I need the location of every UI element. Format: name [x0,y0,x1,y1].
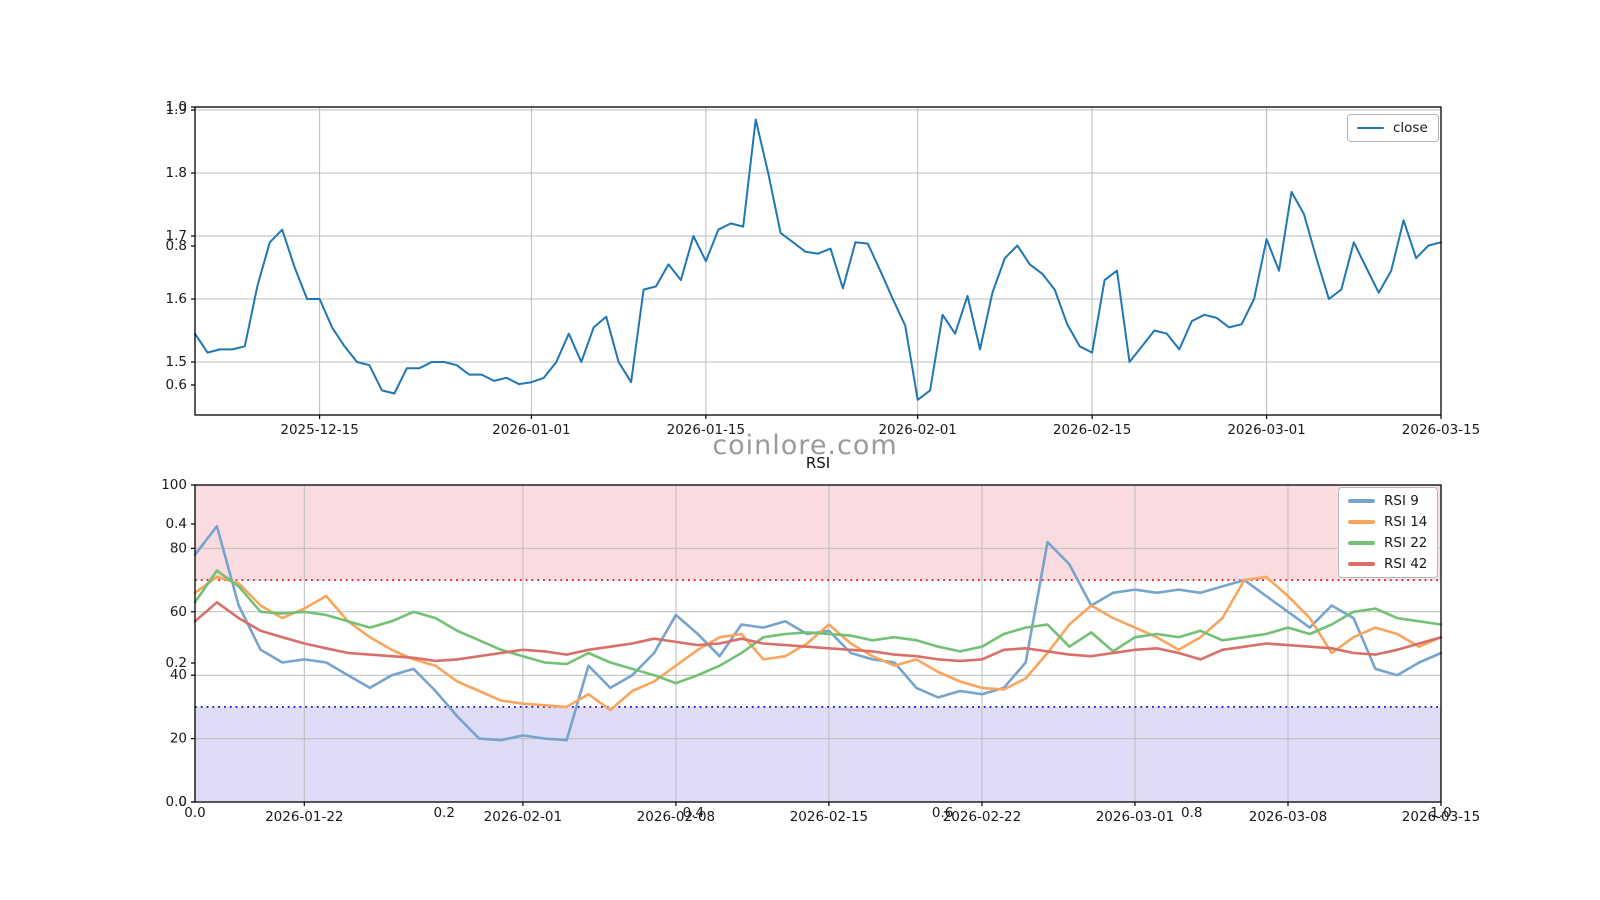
rsi-xtick-label: 2026-02-22 [943,809,1021,825]
legend-label: RSI 22 [1384,535,1428,551]
overbought-band [195,485,1441,581]
overlay-ytick-label: 0.2 [166,655,187,671]
price-xtick-label: 2026-03-01 [1227,422,1305,438]
legend-label: RSI 9 [1384,493,1419,509]
price-ytick-label: 1.8 [166,165,187,181]
price-xtick-label: 2026-01-01 [492,422,570,438]
overlay-xtick-label: 0.8 [1181,805,1202,821]
rsi-panel-title: RSI [805,454,831,472]
legend-line-sample [1348,520,1375,524]
price-ytick-label: 1.9 [166,102,187,118]
rsi-xtick-label: 2026-03-15 [1402,809,1480,825]
rsi-xtick-label: 2026-02-08 [637,809,715,825]
oversold-band [195,706,1441,802]
rsi-xtick-label: 2026-01-22 [265,809,343,825]
watermark: coinlore.com [712,430,898,461]
legend-item-rsi-14: RSI 14 [1348,514,1427,530]
rsi-xtick-label: 2026-02-01 [484,809,562,825]
overlay-xtick-label: 1.0 [1430,805,1451,821]
rsi-ytick-label: 80 [170,540,187,556]
price-ytick-label: 1.6 [166,291,187,307]
legend-label: RSI 14 [1384,514,1428,530]
price-xtick-label: 2026-02-15 [1053,422,1131,438]
price-xtick-label: 2026-01-15 [667,422,745,438]
rsi-ytick-label: 20 [170,731,187,747]
overlay-ytick-label: 1.0 [166,99,187,115]
price-frame [194,106,1442,416]
price-xtick-label: 2026-03-15 [1402,422,1480,438]
legend-item-rsi-42: RSI 42 [1348,556,1427,572]
rsi-series-rsi-14 [193,575,1443,712]
rsi-ytick-label: 0 [178,794,187,810]
price-xtick-label: 2025-12-15 [280,422,358,438]
price-ytick-label: 1.5 [166,354,187,370]
legend-item-close: close [1357,120,1428,136]
rsi-xtick-label: 2026-03-01 [1096,809,1174,825]
price-series-close [194,118,1442,401]
overlay-ytick-label: 0.4 [166,516,187,532]
rsi-ytick-label: 60 [170,604,187,620]
legend-item-rsi-9: RSI 9 [1348,493,1427,509]
legend-line-sample [1348,499,1375,503]
rsi-ytick-label: 40 [170,667,187,683]
overlay-ytick-label: 0.8 [166,238,187,254]
overlay-ytick-label: 0.6 [166,377,187,393]
price-xtick-label: 2026-02-01 [878,422,956,438]
overlay-ytick-label: 0.0 [166,794,187,810]
overlay-xtick-label: 0.2 [433,805,454,821]
overlay-xtick-label: 0.6 [932,805,953,821]
rsi-xtick-label: 2026-03-08 [1249,809,1327,825]
rsi-ytick-label: 100 [161,477,187,493]
overlay-xtick-label: 0.0 [184,805,205,821]
legend-line-sample [1348,562,1375,566]
price-legend: close [1347,114,1439,142]
legend-line-sample [1357,126,1384,130]
legend-item-rsi-22: RSI 22 [1348,535,1427,551]
legend-line-sample [1348,541,1375,545]
rsi-xtick-label: 2026-02-15 [790,809,868,825]
legend-label: close [1393,120,1428,136]
rsi-series-rsi-22 [193,569,1443,685]
overlay-xtick-label: 0.4 [683,805,704,821]
rsi-series-rsi-42 [193,600,1443,663]
rsi-frame [194,484,1442,803]
price-ytick-label: 1.7 [166,228,187,244]
rsi-legend: RSI 9 RSI 14 RSI 22 RSI 42 [1338,487,1439,578]
legend-label: RSI 42 [1384,556,1428,572]
